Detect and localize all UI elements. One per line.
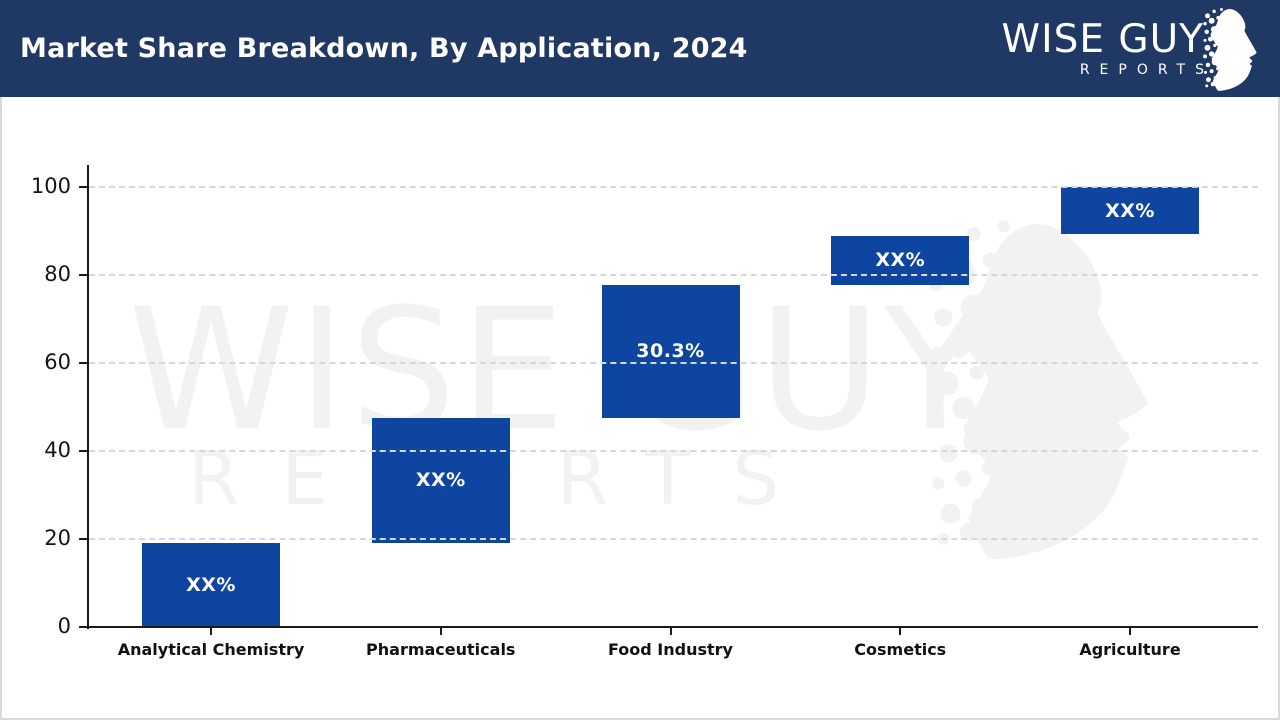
x-tick-analytical-chemistry — [210, 628, 212, 635]
bar-analytical-chemistry: XX% — [142, 542, 280, 627]
y-tick-label-20: 20 — [44, 526, 71, 550]
logo-face-icon — [1203, 7, 1257, 91]
category-label-food-industry: Food Industry — [608, 640, 733, 659]
gridline-40 — [89, 450, 1258, 452]
category-label-cosmetics: Cosmetics — [854, 640, 947, 659]
y-tick-label-60: 60 — [44, 350, 71, 374]
category-label-agriculture: Agriculture — [1079, 640, 1181, 659]
bar-value-label: XX% — [875, 249, 926, 272]
logo-wordmark: WISE GUY — [1001, 17, 1204, 63]
bar-value-label: 30.3% — [636, 340, 705, 363]
y-tick-label-80: 80 — [44, 262, 71, 286]
x-tick-food-industry — [669, 628, 672, 635]
watermark-wordmark: WISE GUY — [128, 272, 990, 468]
gridline-60 — [89, 362, 1258, 364]
y-axis-spine — [87, 165, 89, 629]
category-label-analytical-chemistry: Analytical Chemistry — [117, 640, 305, 659]
y-tick-label-40: 40 — [44, 438, 71, 462]
y-tick-20 — [79, 538, 87, 540]
y-tick-100 — [79, 186, 87, 188]
bar-value-label: XX% — [1105, 199, 1155, 222]
header-bar: Market Share Breakdown, By Application, … — [0, 0, 1280, 97]
page-title: Market Share Breakdown, By Application, … — [20, 33, 748, 64]
y-tick-0 — [79, 626, 87, 628]
bar-value-label: XX% — [186, 573, 236, 596]
x-tick-cosmetics — [899, 628, 902, 635]
bar-food-industry: 30.3% — [601, 284, 740, 418]
x-tick-pharmaceuticals — [439, 628, 442, 635]
bar-value-label: XX% — [415, 469, 466, 492]
y-tick-label-0: 0 — [57, 614, 71, 638]
logo-subtext: REPORTS — [1079, 61, 1214, 78]
y-tick-label-100: 100 — [30, 174, 71, 198]
y-tick-40 — [79, 450, 87, 452]
category-label-pharmaceuticals: Pharmaceuticals — [366, 640, 516, 659]
bar-cosmetics: XX% — [831, 235, 970, 286]
x-axis-spine — [87, 626, 1258, 628]
bar-agriculture: XX% — [1061, 187, 1199, 235]
y-tick-80 — [79, 274, 87, 276]
y-tick-60 — [79, 362, 87, 364]
gridline-100 — [89, 186, 1258, 188]
x-tick-agriculture — [1129, 628, 1131, 635]
gridline-20 — [89, 538, 1258, 540]
gridline-80 — [89, 274, 1258, 276]
logo-text: WISE GUY REPORTS — [1001, 17, 1204, 78]
wise-guy-logo: WISE GUY REPORTS — [1002, 4, 1268, 94]
bar-pharmaceuticals: XX% — [371, 418, 510, 543]
